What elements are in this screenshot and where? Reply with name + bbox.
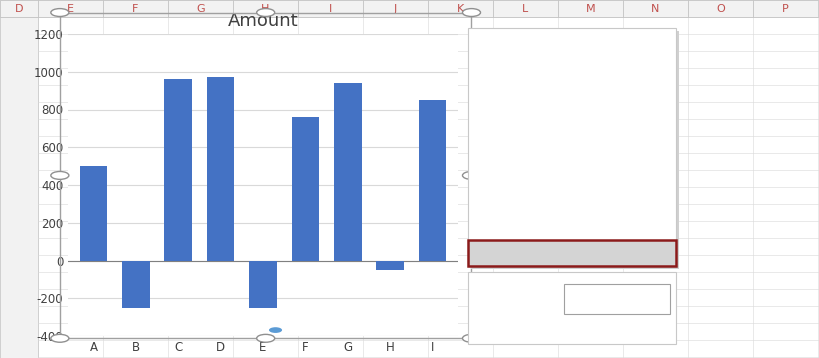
Bar [0, 17, 38, 358]
Text: I: I [328, 4, 332, 14]
Bar [376, 261, 404, 270]
Text: J: J [393, 4, 396, 14]
Bar [473, 247, 487, 259]
Text: Outline: Outline [516, 307, 554, 317]
Text: Font...: Font... [493, 89, 529, 99]
Bar [233, 0, 297, 17]
Bar [297, 0, 363, 17]
Text: F: F [132, 4, 138, 14]
Text: K: K [456, 4, 464, 14]
Bar [0, 0, 819, 17]
Bar [103, 0, 168, 17]
Bar [363, 0, 428, 17]
Bar [483, 111, 486, 122]
Bar [79, 166, 107, 261]
Text: ▾: ▾ [545, 291, 550, 301]
Bar [168, 0, 233, 17]
Bar [206, 77, 234, 261]
Bar [752, 0, 817, 17]
Text: L: L [522, 4, 528, 14]
Bar [419, 100, 446, 261]
Text: N: N [650, 4, 658, 14]
Bar [122, 261, 149, 308]
Bar [333, 83, 361, 261]
Bar [525, 291, 545, 296]
Text: ✎: ✎ [529, 282, 541, 297]
Bar [473, 141, 487, 153]
Bar [473, 62, 487, 74]
Bar [38, 0, 103, 17]
Text: E: E [67, 4, 74, 14]
Text: ⬡: ⬡ [482, 282, 496, 297]
Text: H: H [261, 4, 269, 14]
Bar [249, 261, 277, 308]
Text: Add Major Gridlines: Add Major Gridlines [493, 195, 605, 205]
Bar [483, 111, 486, 122]
Bar [0, 0, 38, 17]
Text: D: D [15, 4, 23, 14]
Bar [557, 0, 622, 17]
Bar [492, 0, 557, 17]
Bar [165, 79, 192, 261]
Bar [474, 168, 486, 179]
Bar [292, 117, 319, 261]
Bar [428, 0, 492, 17]
Bar [475, 116, 478, 122]
Text: Format Axis...: Format Axis... [493, 248, 572, 258]
Text: G: G [196, 4, 205, 14]
Text: Select Data...: Select Data... [493, 142, 570, 152]
Text: Reset to Match Style: Reset to Match Style [493, 63, 611, 73]
Bar [479, 112, 482, 122]
Text: M: M [585, 4, 595, 14]
Text: 3-D Rotation...: 3-D Rotation... [493, 169, 576, 178]
Text: Add Minor Gridlines: Add Minor Gridlines [493, 221, 605, 231]
Text: O: O [715, 4, 724, 14]
Bar [622, 0, 687, 17]
Text: ▾: ▾ [499, 291, 504, 301]
Text: Fill: Fill [482, 307, 496, 317]
Bar [687, 0, 752, 17]
Text: Change Chart Type...: Change Chart Type... [493, 116, 613, 126]
Title: Amount: Amount [228, 12, 298, 30]
Text: A: A [476, 88, 485, 101]
Text: Delete: Delete [493, 36, 531, 46]
Text: P: P [781, 4, 788, 14]
Bar [479, 291, 500, 296]
Text: Horizontal (Cat ▾: Horizontal (Cat ▾ [572, 295, 662, 305]
